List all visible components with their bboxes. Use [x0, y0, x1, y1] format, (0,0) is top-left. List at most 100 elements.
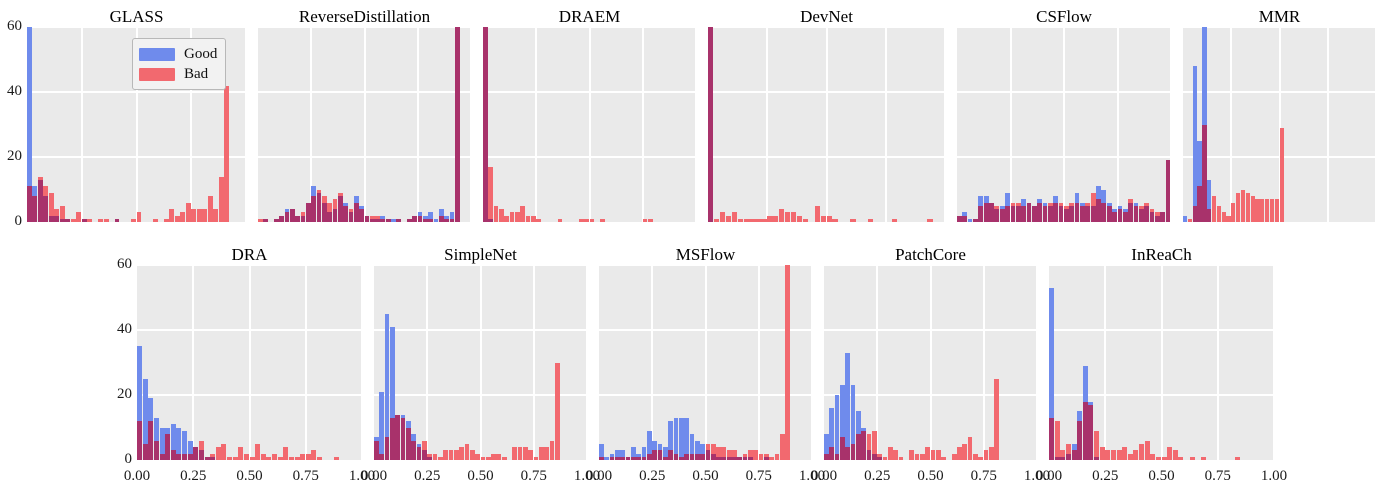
- histogram-bar: [850, 218, 856, 222]
- histogram-bar-overlap: [353, 202, 359, 222]
- x-tick-label: 0.50: [1148, 468, 1175, 484]
- gridline-vertical: [1230, 27, 1233, 222]
- histogram-bar: [694, 440, 700, 460]
- x-tick-label: 0.00: [123, 468, 151, 484]
- histogram-bar: [1178, 456, 1184, 460]
- histogram-bar: [1221, 212, 1226, 222]
- histogram-bar-overlap: [327, 212, 332, 222]
- gridline-horizontal: [1183, 91, 1376, 93]
- histogram-bar: [600, 218, 605, 222]
- histogram-bar-overlap: [1133, 205, 1139, 222]
- panel-devnet: DevNet: [708, 7, 945, 222]
- panel-title: SimpleNet: [444, 245, 517, 264]
- histogram-bar-overlap: [43, 196, 49, 222]
- legend-entry-bad: Bad: [139, 64, 217, 84]
- x-tick-label: 1.00: [573, 468, 601, 484]
- histogram-bar: [780, 434, 785, 460]
- panel-draem: DRAEM: [483, 7, 696, 222]
- plot-area: [137, 265, 362, 460]
- histogram-bar-overlap: [416, 447, 422, 460]
- histogram-bar-overlap: [689, 453, 695, 460]
- gridline-horizontal: [27, 27, 246, 28]
- histogram-bar-overlap: [700, 453, 705, 460]
- histogram-bar-overlap: [295, 215, 300, 222]
- histogram-bar-overlap: [1065, 453, 1071, 460]
- histogram-bar-overlap: [321, 202, 327, 222]
- gridline-vertical: [1160, 265, 1163, 460]
- histogram-bar-overlap: [1080, 205, 1085, 222]
- x-tick-label: 1.00: [1023, 468, 1051, 484]
- gridline-vertical: [825, 27, 828, 222]
- histogram-bar-overlap: [210, 456, 216, 460]
- gridline-horizontal: [708, 27, 945, 28]
- histogram-bar-overlap: [332, 209, 338, 222]
- x-tick-label: 1.00: [798, 468, 826, 484]
- histogram-bar: [983, 450, 989, 460]
- histogram-bar-overlap: [1094, 456, 1100, 460]
- histogram-bar-overlap: [483, 27, 488, 222]
- histogram-bar-overlap: [1101, 202, 1107, 222]
- histogram-bar: [514, 212, 520, 222]
- gridline-vertical: [1009, 27, 1012, 222]
- histogram-bar: [464, 443, 470, 460]
- histogram-bar: [967, 218, 973, 222]
- histogram-bar: [1240, 189, 1246, 222]
- histogram-bar-overlap: [1060, 456, 1066, 460]
- histogram-bar: [1110, 450, 1116, 460]
- histogram-bar: [1105, 450, 1111, 460]
- histogram-bar: [76, 212, 82, 222]
- gridline-horizontal: [483, 27, 696, 28]
- x-tick-label: 0.25: [414, 468, 441, 484]
- histogram-bar-overlap: [652, 450, 657, 460]
- histogram-bar: [142, 378, 148, 460]
- histogram-bar-overlap: [407, 218, 412, 222]
- histogram-bar-overlap: [137, 421, 143, 460]
- histogram-bar: [599, 443, 604, 460]
- histogram-bar-overlap: [389, 417, 395, 460]
- histogram-bar: [1122, 447, 1128, 460]
- histogram-bar: [891, 218, 897, 222]
- histogram-bar-overlap: [65, 218, 71, 222]
- histogram-bar: [218, 176, 224, 222]
- y-tick-label: 20: [117, 386, 132, 402]
- gridline-vertical: [1273, 265, 1274, 460]
- histogram-bar-overlap: [978, 205, 984, 222]
- gridline-vertical: [651, 265, 654, 460]
- histogram-bar: [785, 212, 791, 222]
- histogram-bar: [914, 453, 920, 460]
- histogram-bar: [185, 202, 191, 222]
- histogram-bar: [384, 313, 390, 460]
- histogram-bar: [530, 215, 536, 222]
- gridline-horizontal: [708, 156, 945, 158]
- histogram-bar-overlap: [1069, 205, 1075, 222]
- histogram-bar-overlap: [1077, 421, 1083, 460]
- panel-msflow: MSFlow: [599, 245, 812, 460]
- x-tick-label: 0.00: [810, 468, 838, 484]
- histogram-bar: [814, 205, 820, 222]
- histogram-bar-overlap: [994, 209, 1000, 222]
- histogram-bar-overlap: [726, 456, 732, 460]
- histogram-bar-overlap: [1090, 205, 1096, 222]
- panel-title: CSFlow: [1036, 7, 1092, 26]
- histogram-bar: [48, 192, 54, 222]
- histogram-bar: [517, 447, 523, 460]
- histogram-bar: [224, 85, 229, 222]
- histogram-bar-overlap: [657, 450, 663, 460]
- histogram-bar-overlap: [684, 453, 689, 460]
- histogram-bar: [525, 215, 531, 222]
- histogram-bar-overlap: [423, 218, 428, 222]
- panel-inreach: InReaCh: [1049, 245, 1274, 460]
- histogram-bar: [221, 443, 227, 460]
- histogram-bar: [227, 456, 233, 460]
- histogram-bar-overlap: [845, 447, 851, 460]
- histogram-bar-overlap: [343, 205, 348, 222]
- histogram-bar: [379, 391, 385, 460]
- histogram-bar-overlap: [374, 440, 379, 460]
- histogram-bar: [496, 453, 502, 460]
- histogram-bar: [453, 450, 459, 460]
- histogram-bar-overlap: [1053, 202, 1059, 222]
- histogram-bar-overlap: [673, 453, 679, 460]
- histogram-bar: [432, 453, 438, 460]
- histogram-bar: [1155, 456, 1161, 460]
- histogram-bar-overlap: [1074, 202, 1080, 222]
